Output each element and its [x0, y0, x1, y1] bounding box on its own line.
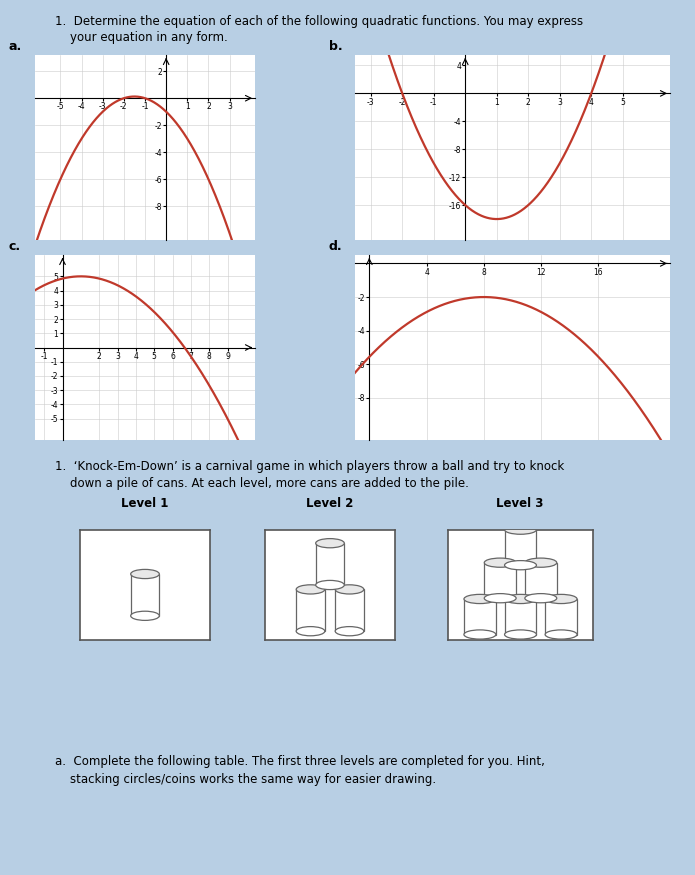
Ellipse shape [525, 558, 557, 567]
Bar [296, 590, 325, 631]
Bar [316, 543, 344, 585]
Ellipse shape [131, 570, 159, 578]
Ellipse shape [464, 630, 496, 639]
Bar [484, 563, 516, 598]
Ellipse shape [545, 594, 577, 604]
Bar [131, 574, 159, 616]
Text: 1.  ‘Knock-Em-Down’ is a carnival game in which players throw a ball and try to : 1. ‘Knock-Em-Down’ is a carnival game in… [55, 460, 564, 473]
Ellipse shape [316, 580, 344, 590]
Text: Level 2: Level 2 [306, 497, 354, 510]
Ellipse shape [484, 558, 516, 567]
Ellipse shape [131, 612, 159, 620]
Text: a.  Complete the following table. The first three levels are completed for you. : a. Complete the following table. The fir… [55, 755, 545, 768]
Ellipse shape [484, 593, 516, 603]
Text: c.: c. [8, 241, 21, 253]
Text: 1.  Determine the equation of each of the following quadratic functions. You may: 1. Determine the equation of each of the… [55, 15, 583, 28]
Text: Level 3: Level 3 [496, 497, 543, 510]
Text: Level 1: Level 1 [122, 497, 169, 510]
Ellipse shape [316, 539, 344, 548]
Bar [525, 563, 557, 598]
Text: b.: b. [329, 40, 342, 53]
Ellipse shape [525, 593, 557, 603]
Ellipse shape [505, 561, 537, 570]
Bar [505, 599, 537, 634]
Text: stacking circles/coins works the same way for easier drawing.: stacking circles/coins works the same wa… [55, 773, 436, 786]
Ellipse shape [505, 525, 537, 535]
Ellipse shape [296, 626, 325, 636]
Ellipse shape [335, 626, 363, 636]
Ellipse shape [505, 594, 537, 604]
Bar [464, 599, 496, 634]
Ellipse shape [545, 630, 577, 639]
Bar [545, 599, 577, 634]
Bar [335, 590, 363, 631]
Text: a.: a. [8, 40, 22, 53]
Bar [505, 529, 537, 565]
Ellipse shape [335, 584, 363, 594]
Text: your equation in any form.: your equation in any form. [55, 31, 228, 44]
Ellipse shape [296, 584, 325, 594]
Text: down a pile of cans. At each level, more cans are added to the pile.: down a pile of cans. At each level, more… [55, 478, 469, 491]
Ellipse shape [505, 630, 537, 639]
Ellipse shape [464, 594, 496, 604]
Text: d.: d. [329, 241, 342, 253]
